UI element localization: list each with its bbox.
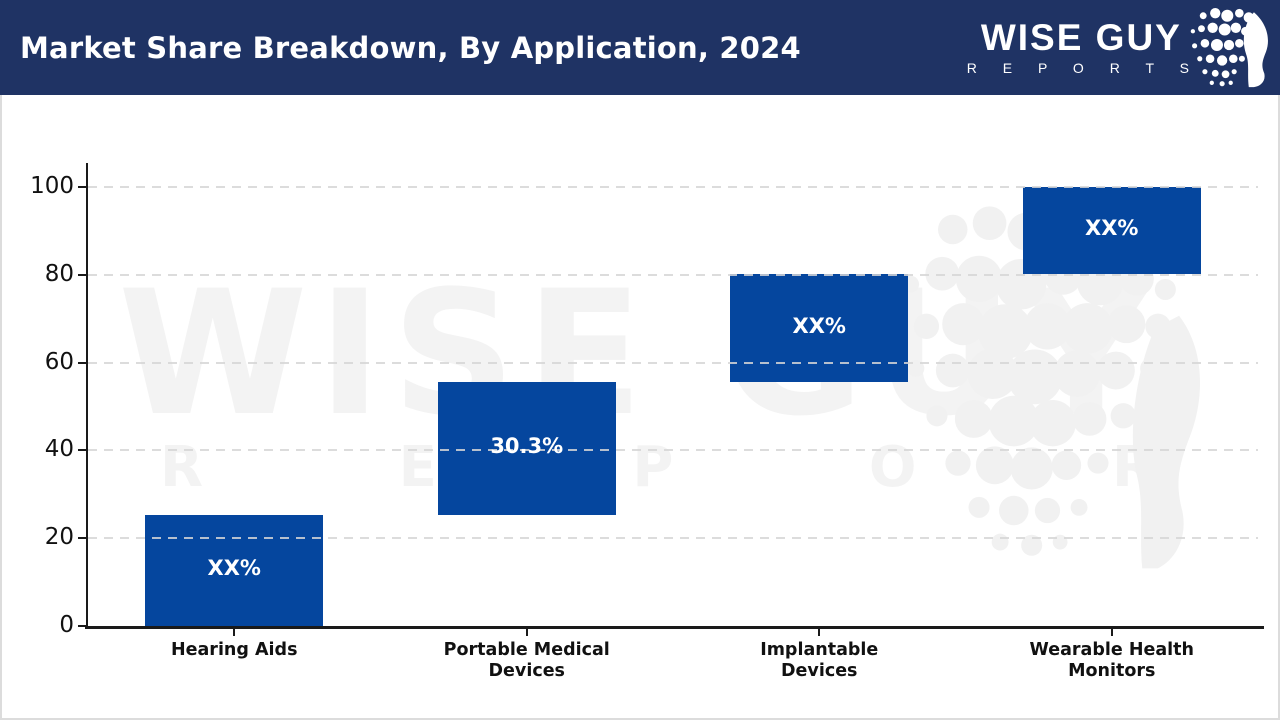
header-bar: Market Share Breakdown, By Application, … — [0, 0, 1280, 95]
x-tick-mark — [818, 627, 821, 636]
bar-segment — [730, 273, 909, 382]
bar-value-label: XX% — [792, 313, 846, 338]
x-category-label: Wearable Health Monitors — [1029, 640, 1194, 681]
y-tick-mark — [78, 361, 87, 364]
brand-wordmark: WISE GUY R E P O R T S — [963, 16, 1200, 77]
y-tick-label: 0 — [59, 612, 74, 638]
gridline — [88, 361, 1258, 364]
y-tick-mark — [78, 625, 87, 627]
bar-value-label: 30.3% — [490, 434, 564, 459]
y-tick-label: 20 — [44, 524, 74, 551]
x-category-label: Implantable Devices — [760, 640, 879, 681]
x-category-label: Portable Medical Devices — [443, 640, 610, 681]
y-tick-label: 100 — [30, 173, 74, 199]
y-axis-line — [86, 163, 88, 628]
watermark-head-dots-icon — [902, 206, 1201, 569]
y-tick-mark — [78, 186, 87, 188]
bar-value-label: XX% — [1085, 216, 1139, 241]
x-axis-line — [85, 626, 1264, 629]
brand-logo: WISE GUY R E P O R T S — [963, 4, 1280, 92]
gridline — [88, 537, 1258, 540]
x-tick-mark — [233, 627, 236, 636]
brand-head-dots-icon — [1190, 7, 1268, 87]
y-tick-label: 40 — [44, 436, 74, 463]
gridline — [88, 273, 1258, 276]
y-tick-label: 80 — [44, 260, 74, 287]
brand-name: WISE GUY — [980, 16, 1182, 58]
bar-value-label: XX% — [207, 556, 261, 581]
bar-segment — [437, 381, 616, 515]
y-tick-label: 60 — [44, 348, 74, 375]
brand-subtitle: R E P O R T S — [966, 59, 1200, 76]
gridline — [88, 186, 1258, 188]
x-tick-mark — [1110, 627, 1113, 636]
y-tick-mark — [78, 537, 87, 540]
y-tick-mark — [78, 273, 87, 276]
y-tick-mark — [78, 449, 87, 452]
chart-title: Market Share Breakdown, By Application, … — [20, 30, 801, 65]
bar-segment — [145, 514, 324, 626]
bar-segment — [1022, 187, 1201, 274]
x-category-label: Hearing Aids — [170, 640, 298, 660]
gridline — [88, 449, 1258, 452]
x-tick-mark — [525, 627, 528, 636]
